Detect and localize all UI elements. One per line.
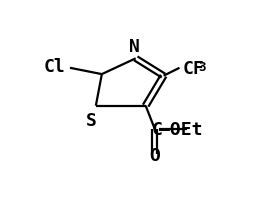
Text: N: N bbox=[129, 38, 140, 56]
Text: Cl: Cl bbox=[43, 58, 65, 76]
Text: —OEt: —OEt bbox=[159, 120, 202, 138]
Text: O: O bbox=[149, 147, 160, 165]
Text: CF: CF bbox=[182, 60, 204, 78]
Text: C: C bbox=[152, 120, 162, 138]
Text: S: S bbox=[85, 112, 96, 130]
Text: 3: 3 bbox=[198, 60, 206, 73]
